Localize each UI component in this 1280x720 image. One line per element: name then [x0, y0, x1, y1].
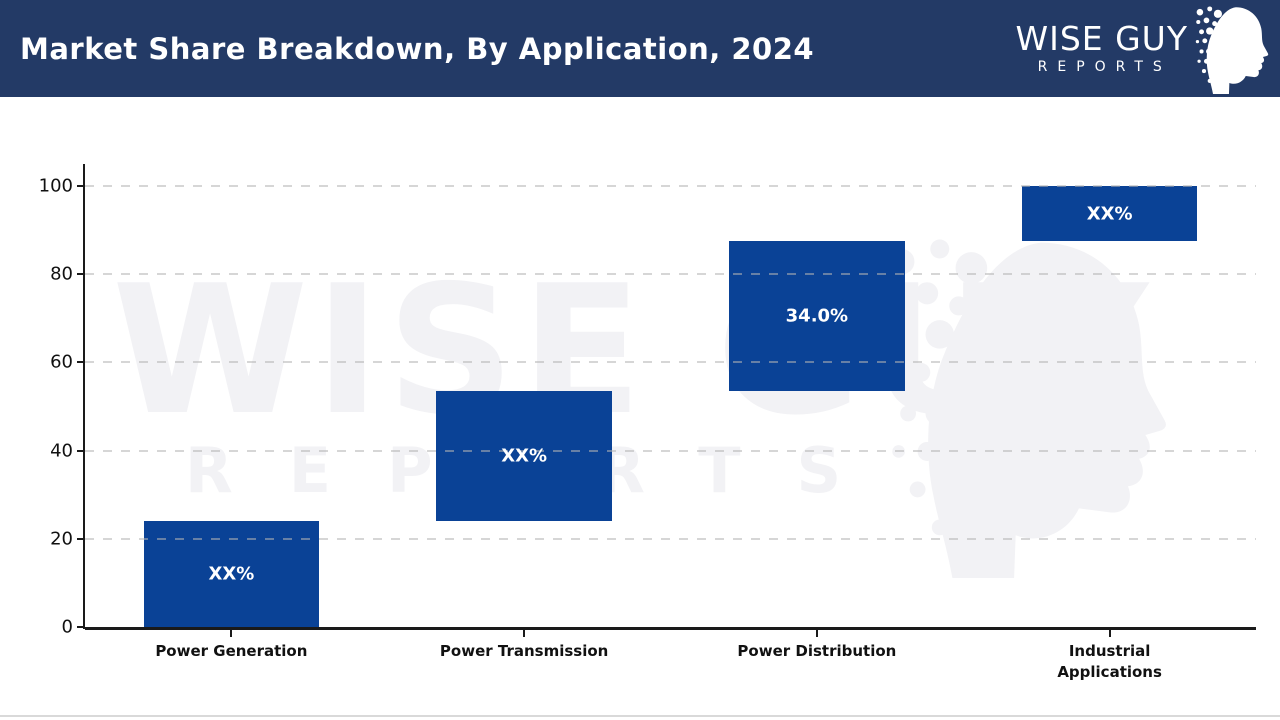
brand-logo-text: WISE GUY REPORTS [1015, 22, 1188, 75]
bar-1 [436, 391, 612, 522]
bar-value-label-0: XX% [208, 563, 255, 585]
x-tick-0 [230, 630, 233, 637]
x-tick-label-3: Industrial Applications [1057, 642, 1162, 681]
y-tick-40 [77, 449, 85, 452]
y-tick-0 [77, 626, 85, 628]
gridline-100 [85, 185, 1256, 187]
x-tick-2 [815, 630, 818, 637]
y-tick-100 [77, 185, 85, 187]
bar-value-label-1: XX% [501, 445, 548, 467]
x-tick-label-2: Power Distribution [737, 642, 897, 660]
bar-3 [1021, 186, 1198, 242]
gridline-40 [85, 449, 1256, 452]
brand-logo: WISE GUY REPORTS [1015, 4, 1270, 94]
y-tick-60 [77, 361, 85, 364]
bottom-divider [0, 715, 1280, 717]
brand-face-icon [1195, 5, 1269, 94]
x-tick-label-0: Power Generation [155, 642, 308, 660]
y-tick-label-60: 60 [50, 351, 73, 373]
brand-subtitle: REPORTS [1037, 59, 1172, 75]
y-tick-label-20: 20 [50, 528, 73, 550]
header-bar: Market Share Breakdown, By Application, … [0, 0, 1280, 97]
y-tick-label-0: 0 [61, 616, 73, 638]
x-tick-1 [523, 630, 526, 637]
y-tick-80 [77, 273, 85, 276]
gridline-60 [85, 361, 1256, 364]
gridline-80 [85, 273, 1256, 276]
y-tick-label-100: 100 [38, 175, 73, 197]
y-tick-label-80: 80 [50, 263, 73, 285]
x-tick-label-1: Power Transmission [439, 642, 609, 660]
bar-value-label-2: 34.0% [785, 305, 849, 327]
bar-2 [729, 241, 905, 392]
y-axis-line [83, 164, 85, 629]
y-tick-label-40: 40 [50, 440, 73, 462]
gridline-20 [85, 537, 1256, 540]
bar-value-label-3: XX% [1086, 203, 1133, 225]
x-axis-line [85, 627, 1256, 630]
brand-name: WISE GUY [1015, 19, 1188, 58]
x-tick-3 [1108, 630, 1111, 637]
y-tick-20 [77, 537, 85, 540]
page-title: Market Share Breakdown, By Application, … [20, 31, 815, 66]
watermark-face-icon [885, 239, 1166, 578]
